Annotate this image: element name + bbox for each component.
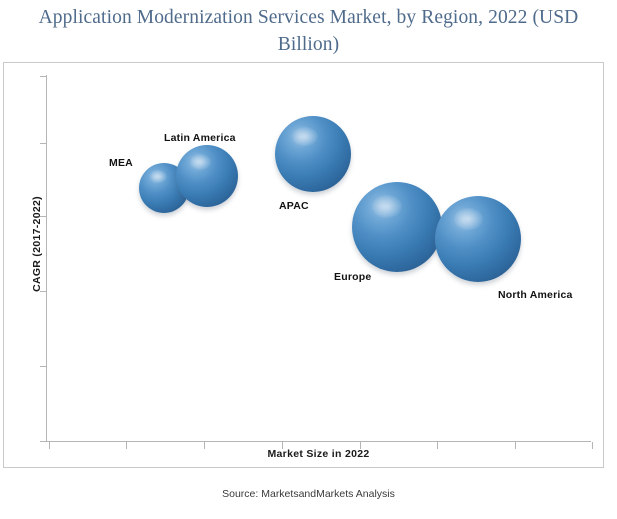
page-title: Application Modernization Services Marke… xyxy=(38,7,579,55)
source-note: Source: MarketsandMarkets Analysis xyxy=(222,488,395,500)
y-axis-tick xyxy=(40,76,47,77)
bubble-label-latin-america: Latin America xyxy=(164,132,236,144)
bubble-label-apac: APAC xyxy=(279,200,309,212)
bubble-latin-america[interactable] xyxy=(176,145,238,207)
bubble-north-america[interactable] xyxy=(435,196,521,282)
x-axis-tick xyxy=(204,442,205,449)
y-axis-tick xyxy=(40,291,47,292)
x-axis-tick xyxy=(282,442,283,449)
x-axis-tick xyxy=(126,442,127,449)
x-axis-title: Market Size in 2022 xyxy=(267,448,370,460)
x-axis-tick xyxy=(360,442,361,449)
y-axis-title: CAGR (2017-2022) xyxy=(31,196,43,292)
y-axis-line xyxy=(46,75,47,442)
x-axis-line xyxy=(46,441,591,442)
x-axis-tick xyxy=(437,442,438,449)
bubble-label-mea: MEA xyxy=(109,157,133,169)
y-axis-tick xyxy=(40,441,47,442)
chart-plot-area: CAGR (2017-2022) Market Size in 2022 MEA… xyxy=(3,62,604,468)
bubble-apac[interactable] xyxy=(275,116,351,192)
y-axis-tick xyxy=(40,216,47,217)
y-axis-tick xyxy=(40,366,47,367)
bubble-europe[interactable] xyxy=(352,182,442,272)
x-axis-tick xyxy=(49,442,50,449)
bubble-label-europe: Europe xyxy=(334,271,372,283)
x-axis-tick xyxy=(515,442,516,449)
y-axis-tick xyxy=(40,143,47,144)
bubble-label-north-america: North America xyxy=(498,289,573,301)
x-axis-tick xyxy=(592,442,593,449)
